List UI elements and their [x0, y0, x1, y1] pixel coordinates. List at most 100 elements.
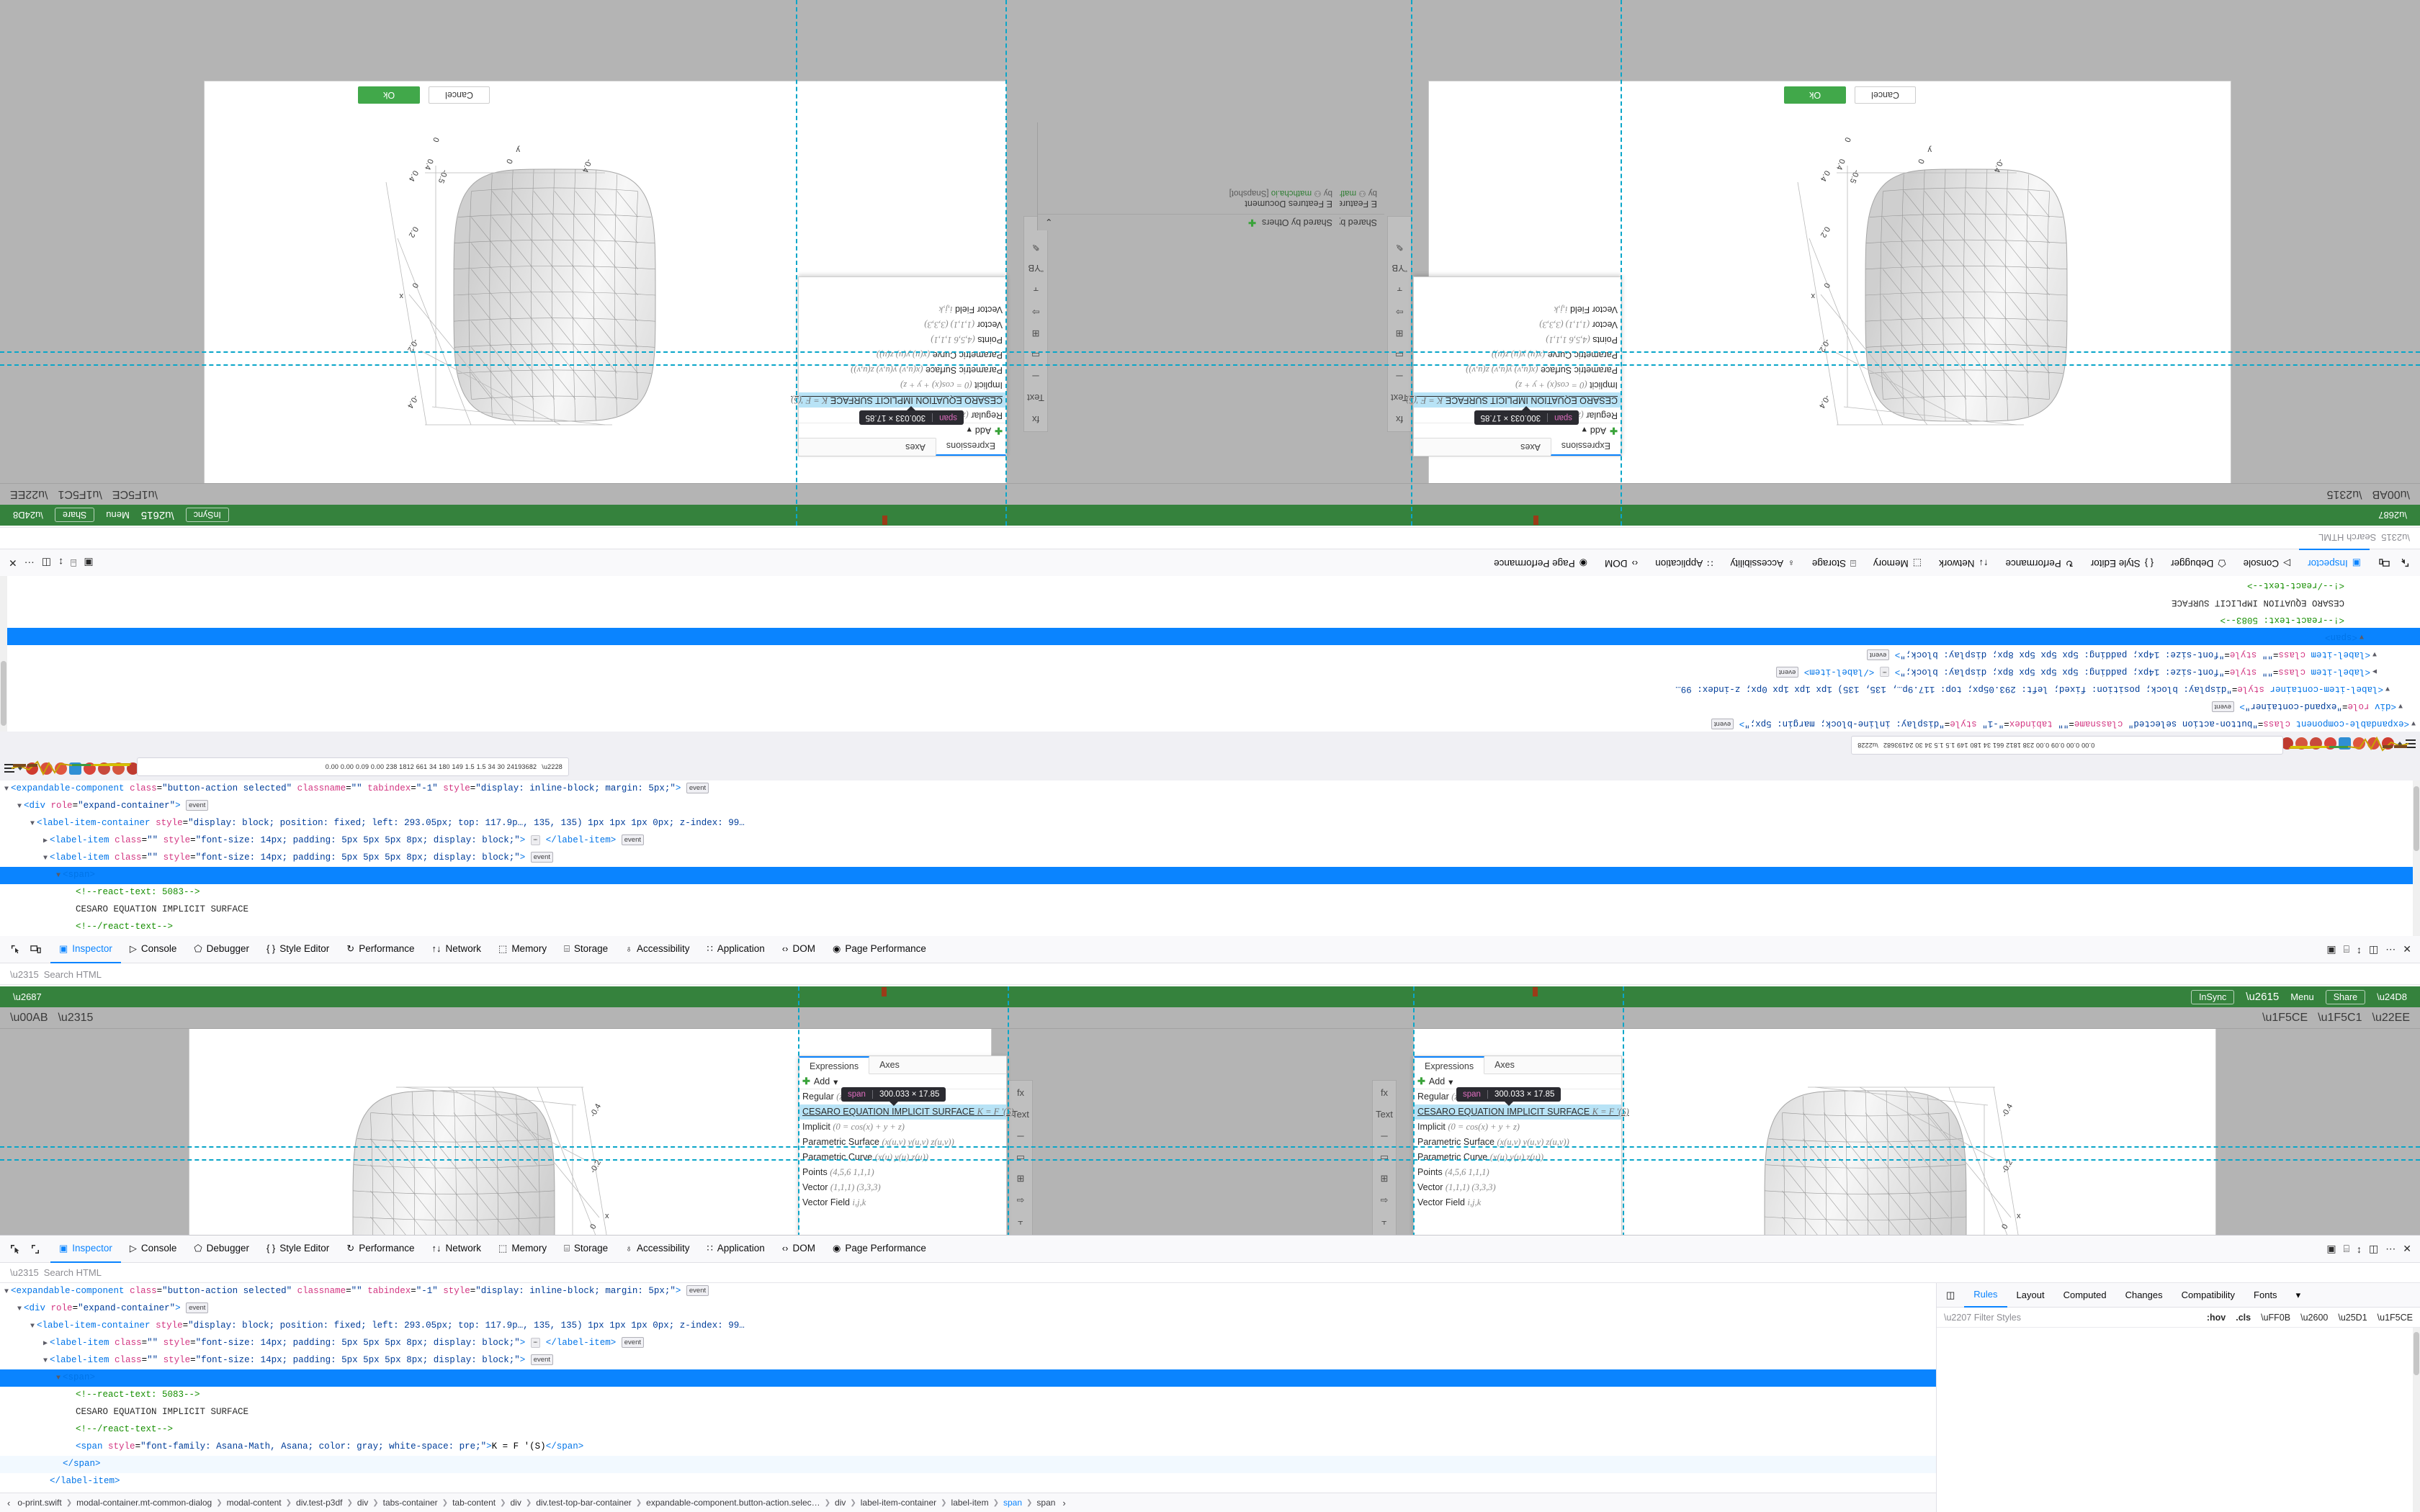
markup-line[interactable]: <!--react-text: 5083--> [0, 1387, 1936, 1404]
green-left-group[interactable]: \u2687 [2378, 510, 2420, 521]
meatball-menu-icon[interactable]: ⋯ [2385, 1243, 2396, 1255]
rectangle-icon[interactable]: ▭ [1390, 347, 1409, 363]
implicit-surface-plot[interactable]: -0.4-0.200.20.4x-0.400.4y-0.500.5z [288, 130, 735, 475]
responsive-icon[interactable]: ⌸ [2344, 1243, 2349, 1255]
chevron-down-icon[interactable]: ▾ [967, 426, 972, 436]
markup-twisty[interactable] [2347, 580, 2351, 588]
measure-icon[interactable]: ↕ [58, 557, 63, 569]
camera-icon[interactable]: ▣ [2326, 943, 2336, 955]
expression-dropdown-left[interactable]: ExpressionsAxes✚Add▾Regular (z = …)CESAR… [798, 1056, 1007, 1236]
rules-tab-compatibility[interactable]: Compatibility [2172, 1283, 2244, 1307]
breadcrumb-scroll-left[interactable]: ‹ [4, 1498, 13, 1508]
devtools-tab-storage[interactable]: ⌸ Storage [555, 936, 617, 963]
expression-tabs[interactable]: Expressions Axes [1414, 1056, 1621, 1074]
expression-dropdown-right[interactable]: ExpressionsAxes✚Add▾Regular (z = …)CESAR… [1413, 1056, 1622, 1236]
expression-tabs[interactable]: Expressions Axes [799, 438, 1006, 456]
cancel-button[interactable]: Cancel [429, 86, 490, 104]
element-picker-icon[interactable] [6, 1241, 24, 1258]
app-green-toolbar[interactable]: \u2687 InSync \u2615 Menu Share \u24D8 [0, 505, 2420, 526]
rules-tab-layout[interactable]: Layout [2007, 1283, 2054, 1307]
devtools-right-actions-real[interactable]: ▣ ⌸ ↕ ◫ ⋯ ✕ [2318, 1243, 2420, 1255]
expression-item[interactable]: Vector Field i,j,k [1414, 302, 1621, 317]
devtools-tab-dom[interactable]: ‹› DOM [1596, 549, 1646, 577]
arrow-icon[interactable]: ⇨ [1390, 304, 1409, 320]
expression-item[interactable]: Vector (1,1,1) (3,3,3) [799, 317, 1006, 332]
markup-twisty[interactable]: ▼ [2398, 701, 2403, 709]
image-icon[interactable]: ὛB [1390, 261, 1409, 276]
chevron-down-icon[interactable]: \u2228 [1857, 742, 1878, 749]
chevron-icon[interactable]: ⌄ [1045, 217, 1052, 228]
expression-item[interactable]: CESARO EQUATION IMPLICIT SURFACE K = F ′… [1414, 1104, 1621, 1120]
breadcrumb-item[interactable]: div [509, 1498, 523, 1508]
filter-styles-input[interactable]: \u2207 Filter Styles [1944, 1313, 2021, 1323]
rules-tab-strip[interactable]: ◫ Rules Layout Computed Changes Compatibility… [1937, 1283, 2420, 1308]
rectangle-icon[interactable]: ▭ [1026, 347, 1045, 363]
markup-line[interactable]: ▼<label-item-container style="display: b… [0, 815, 2420, 832]
breadcrumb-item[interactable]: label-item [950, 1498, 990, 1508]
devtools-tab-network[interactable]: ↑↓ Network [1930, 549, 1997, 577]
expression-item[interactable]: CESARO EQUATION IMPLICIT SURFACE K = F ′… [799, 392, 1006, 408]
devtools-tab-page-performance[interactable]: ◉ Page Performance [1485, 549, 1596, 577]
markup-search-bar-real[interactable]: \u2315 Search HTML [0, 1263, 2420, 1283]
plot-3d-left[interactable]: -0.4-0.200.20.4x-0.400.4y-0.500.5z [1700, 130, 2146, 475]
expression-item[interactable]: Vector Field i,j,k [1414, 1195, 1621, 1210]
share-button[interactable]: Share [2326, 990, 2365, 1004]
new-file-icon[interactable]: \u1F5CE [112, 488, 158, 501]
markup-twisty[interactable]: ▶ [2372, 667, 2377, 675]
markup-view-top[interactable]: ▼<expandable-component class="button-act… [0, 780, 2420, 936]
expression-item[interactable]: Points (4,5,6 1,1,1) [799, 332, 1006, 347]
rules-tab-computed[interactable]: Computed [2054, 1283, 2116, 1307]
formula-icon[interactable]: fx [1390, 412, 1409, 428]
markup-line[interactable]: <span style="font-family: Asana-Math, As… [0, 1439, 1936, 1456]
line-icon[interactable]: ─ [1011, 1128, 1030, 1143]
markup-twisty[interactable] [69, 1444, 73, 1452]
devtools-tab-console[interactable]: ▷ Console [121, 1236, 186, 1263]
devtools-toolbar-real[interactable]: ▣ Inspector ▷ Console ⬠ Debugger { } Style Edit… [0, 1236, 2420, 1263]
plus-icon[interactable]: ✚ [1248, 217, 1256, 228]
markup-view-real[interactable]: ▼ <expandable-component class="button-act… [0, 1283, 1936, 1493]
devtools-tab-style-editor[interactable]: { } Style Editor [258, 1236, 338, 1263]
markup-twisty[interactable] [69, 889, 73, 897]
app-green-toolbar[interactable]: \u2687 InSync \u2615 Menu Share \u24D8 [0, 986, 2420, 1007]
arrow-icon[interactable]: ⇨ [1011, 1192, 1030, 1208]
formula-icon[interactable]: fx [1026, 412, 1045, 428]
markup-twisty[interactable]: ▼ [43, 855, 48, 863]
formula-icon[interactable]: fx [1011, 1084, 1030, 1100]
markup-twisty[interactable]: ▼ [17, 1305, 22, 1313]
markup-twisty[interactable] [69, 1426, 73, 1434]
measure-icon[interactable]: ↕ [2357, 1243, 2362, 1255]
expression-tab-axes[interactable]: Axes [869, 1056, 910, 1074]
expression-item[interactable]: Parametric Curve (x(u) y(u) z(u)) [799, 1150, 1006, 1165]
chevron-down-icon[interactable]: ▾ [1448, 1076, 1453, 1087]
insync-button[interactable]: InSync [186, 508, 229, 523]
markup-line[interactable]: <!--/react-text--> [0, 576, 2420, 593]
devtools-tab-dom[interactable]: ‹› DOM [774, 936, 824, 963]
search-icon[interactable]: \u2315 [2327, 488, 2362, 501]
pencil-icon[interactable]: ✎ [1026, 239, 1045, 255]
devtools-tab-performance[interactable]: ↻ Performance [338, 1236, 423, 1263]
rules-tabs-overflow-icon[interactable]: ▾ [2287, 1283, 2311, 1307]
expression-tab-axes[interactable]: Axes [1484, 1056, 1525, 1074]
devtools-picker-group[interactable] [0, 941, 50, 958]
axes-icon[interactable]: ⫟ [1011, 1214, 1030, 1230]
measure-icon[interactable]: ↕ [2357, 944, 2362, 955]
breadcrumb-item[interactable]: label-item-container [859, 1498, 938, 1508]
search-input[interactable]: \u2315 Search HTML [1210, 532, 2420, 543]
devtools-tab-style-editor[interactable]: { } Style Editor [258, 936, 338, 963]
hov-toggle[interactable]: :hov [2207, 1313, 2226, 1323]
markup-search-bar[interactable]: \u2315 Search HTML [0, 965, 2420, 985]
markup-twisty[interactable] [2347, 615, 2351, 623]
collapse-icon[interactable]: \u00AB [10, 1012, 48, 1025]
breadcrumb-item[interactable]: o-print.swift [16, 1498, 63, 1508]
grid-icon[interactable]: ⊞ [1375, 1171, 1394, 1187]
devtools-tab-inspector[interactable]: ▣ Inspector [2299, 549, 2370, 577]
markup-line[interactable]: ▼<label-item class="" style="font-size: … [0, 645, 2420, 662]
expression-tabs[interactable]: Expressions Axes [1414, 438, 1621, 456]
ok-button[interactable]: Ok [358, 86, 420, 104]
expression-tabs[interactable]: Expressions Axes [799, 1056, 1006, 1074]
devtools-tab-network[interactable]: ↑↓ Network [424, 1236, 490, 1263]
cancel-button[interactable]: Cancel [1855, 86, 1916, 104]
markup-line[interactable]: </span> [0, 1456, 1936, 1473]
rectangle-icon[interactable]: ▭ [1011, 1149, 1030, 1165]
line-icon[interactable]: ─ [1375, 1128, 1394, 1143]
